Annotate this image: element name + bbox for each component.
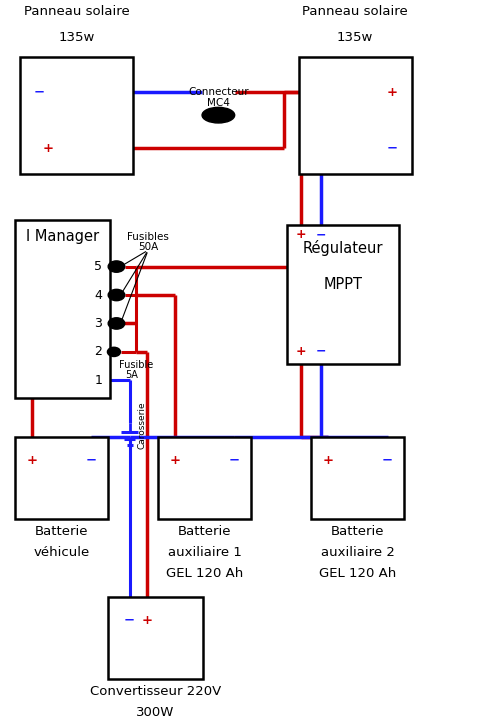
Text: MC4: MC4 [206,98,229,108]
Text: Régulateur: Régulateur [302,240,382,256]
Text: +: + [386,86,397,99]
Text: −: − [228,454,239,467]
Text: +: + [322,454,333,467]
Bar [20,57,133,174]
Bar [108,597,203,679]
Text: Connecteur: Connecteur [188,86,248,96]
Text: GEL 120 Ah: GEL 120 Ah [319,567,395,580]
Text: +: + [169,454,180,467]
Text: +: + [42,142,53,155]
Text: −: − [381,454,392,467]
Text: 300W: 300W [136,706,174,719]
Bar [158,437,250,519]
Text: 50A: 50A [138,242,158,252]
Text: GEL 120 Ah: GEL 120 Ah [166,567,242,580]
Ellipse shape [108,289,125,301]
Text: Fusibles: Fusibles [127,232,169,242]
Bar [15,437,108,519]
Text: Panneau solaire: Panneau solaire [24,5,129,18]
Text: Fusible: Fusible [119,360,153,369]
Ellipse shape [108,261,125,272]
Text: auxiliaire 1: auxiliaire 1 [167,546,241,559]
Text: 3: 3 [94,317,102,330]
Text: MPPT: MPPT [323,277,362,292]
Bar [311,437,403,519]
Text: 135w: 135w [336,31,373,44]
Text: Batterie: Batterie [177,525,231,538]
Text: −: − [386,142,397,155]
Text: −: − [315,228,325,241]
Text: Carosserie: Carosserie [137,401,146,449]
Text: 135w: 135w [58,31,95,44]
Text: +: + [26,454,37,467]
Text: −: − [123,613,134,626]
Text: +: + [141,613,152,626]
Ellipse shape [107,347,120,356]
Bar [298,57,411,174]
Text: −: − [86,454,97,467]
Text: Panneau solaire: Panneau solaire [302,5,407,18]
Text: Convertisseur 220V: Convertisseur 220V [90,685,221,698]
Text: 2: 2 [94,346,102,359]
Text: 4: 4 [94,289,102,302]
Text: véhicule: véhicule [33,546,90,559]
Text: 1: 1 [94,374,102,387]
Text: Batterie: Batterie [35,525,88,538]
Bar [15,220,110,398]
Ellipse shape [108,318,125,329]
Bar [287,225,398,364]
Ellipse shape [201,107,234,123]
Text: −: − [34,86,45,99]
Text: −: − [315,345,325,358]
Text: 5: 5 [94,260,102,273]
Text: I Manager: I Manager [26,229,99,244]
Text: auxiliaire 2: auxiliaire 2 [320,546,394,559]
Text: +: + [295,228,306,241]
Text: Batterie: Batterie [330,525,384,538]
Text: +: + [295,345,306,358]
Text: 5A: 5A [125,370,138,380]
